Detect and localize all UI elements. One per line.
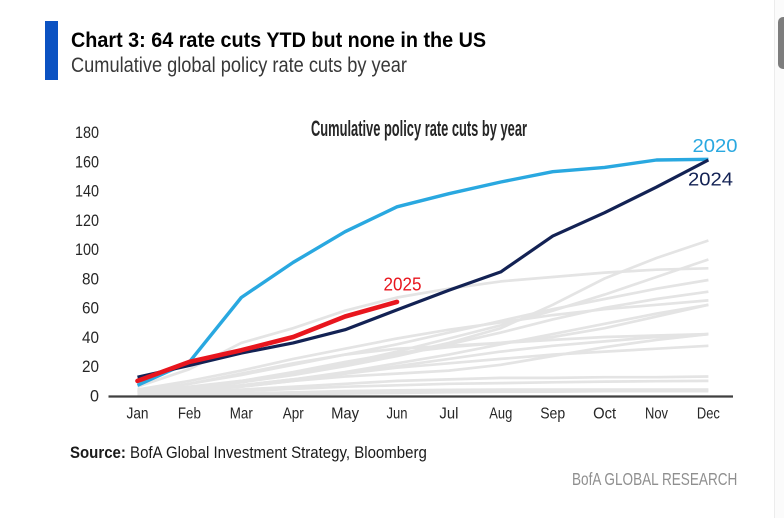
svg-text:0: 0 [90, 386, 99, 405]
svg-text:Dec: Dec [697, 406, 720, 423]
svg-text:Jan: Jan [127, 406, 149, 423]
svg-text:Nov: Nov [645, 406, 668, 423]
svg-text:140: 140 [75, 182, 99, 201]
svg-text:Sep: Sep [540, 406, 565, 423]
svg-text:100: 100 [75, 240, 99, 259]
svg-text:160: 160 [75, 153, 99, 172]
svg-text:180: 180 [75, 123, 99, 142]
svg-text:Jul: Jul [439, 406, 458, 423]
svg-text:2025: 2025 [384, 275, 422, 295]
svg-text:2024: 2024 [688, 170, 733, 190]
svg-text:120: 120 [75, 211, 99, 230]
svg-text:60: 60 [82, 299, 99, 318]
svg-text:May: May [331, 406, 359, 423]
svg-text:Feb: Feb [178, 406, 201, 423]
svg-text:80: 80 [82, 269, 99, 288]
svg-text:Jun: Jun [387, 406, 408, 423]
svg-text:40: 40 [82, 328, 99, 347]
svg-text:Apr: Apr [283, 406, 305, 423]
svg-text:Mar: Mar [230, 406, 254, 423]
svg-text:2020: 2020 [693, 136, 738, 156]
svg-text:Aug: Aug [489, 406, 512, 423]
svg-text:Cumulative policy rate cuts by: Cumulative policy rate cuts by year [311, 116, 527, 141]
svg-text:Oct: Oct [593, 406, 617, 423]
svg-text:20: 20 [82, 357, 99, 376]
